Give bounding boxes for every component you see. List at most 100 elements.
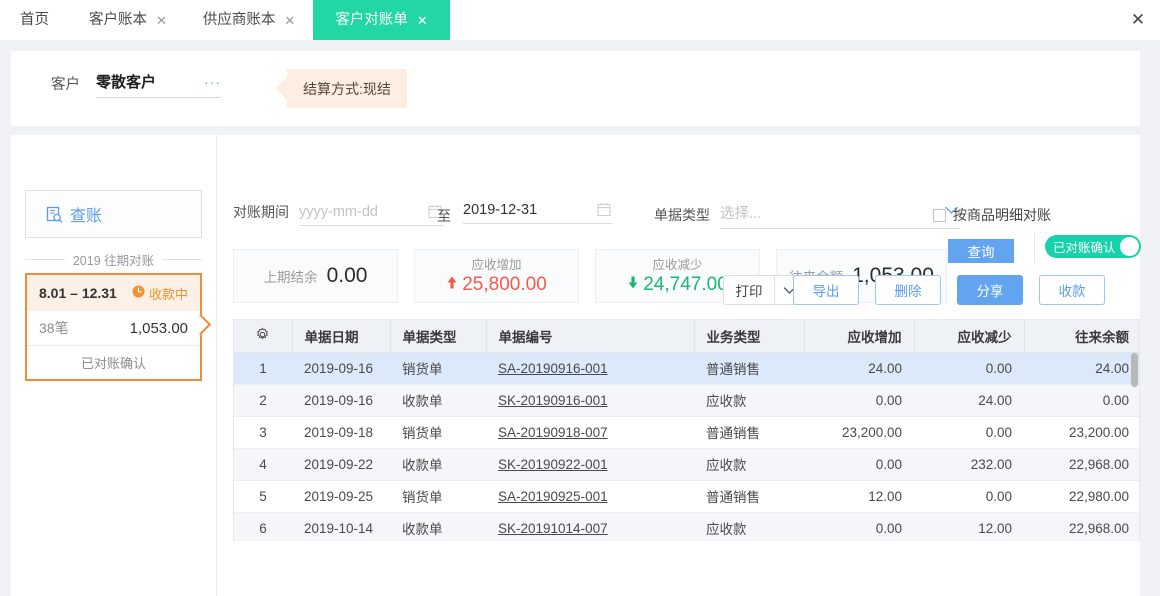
table-row[interactable]: 4 2019-09-22 收款单 SK-20190922-001 应收款 0.0… [234,448,1139,481]
column-header-bill-no[interactable]: 单据编号 [486,320,695,353]
customer-value: 零散客户 [96,74,157,91]
tab-close-icon[interactable]: ✕ [416,12,428,28]
query-button[interactable]: 查询 [948,239,1014,263]
column-header-increase[interactable]: 应收增加 [804,320,915,353]
row-bill-no-link[interactable]: SA-20190918-007 [486,416,694,449]
tab-customer-statement[interactable]: 客户对账单 ✕ [313,0,450,40]
bill-type-select[interactable]: 选择... [720,202,960,229]
column-header-biz-type[interactable]: 业务类型 [694,320,805,353]
row-biz-type: 普通销售 [694,352,804,385]
date-from-input[interactable]: yyyy-mm-dd [299,204,444,226]
tab-close-icon[interactable]: ✕ [284,12,296,28]
row-decrease: 0.00 [914,416,1024,449]
row-date: 2019-09-16 [292,352,390,385]
column-header-date[interactable]: 单据日期 [292,320,391,353]
row-increase: 12.00 [804,480,914,513]
past-period-divider: 2019 往期对账 [25,250,202,269]
check-account-button[interactable]: 查账 [25,190,202,238]
ledger-search-icon [46,206,63,223]
scrollbar-thumb[interactable] [1131,353,1138,387]
column-header-bill-type[interactable]: 单据类型 [390,320,487,353]
filter-bar: 对账期间 yyyy-mm-dd 至 [217,193,1140,233]
table-body: 1 2019-09-16 销货单 SA-20190916-001 普通销售 24… [234,352,1139,541]
tab-bar-spacer [450,0,1116,40]
table-row[interactable]: 3 2019-09-18 销货单 SA-20190918-007 普通销售 23… [234,416,1139,449]
tab-home[interactable]: 首页 [0,0,71,40]
row-balance: 23,200.00 [1024,416,1139,449]
row-bill-type: 销货单 [390,352,486,385]
reconcile-confirmed-toggle[interactable]: 已对账确认 [1045,235,1141,258]
row-biz-type: 普通销售 [694,416,804,449]
row-decrease: 232.00 [914,448,1024,481]
row-bill-type: 销货单 [390,480,486,513]
row-index: 2 [234,384,292,417]
column-settings-header[interactable] [234,320,293,353]
export-button[interactable]: 导出 [793,275,859,305]
summary-card-receivable-increase: 应收增加 25,800.00 [414,249,579,303]
row-bill-no-link[interactable]: SA-20190916-001 [486,352,694,385]
collect-payment-button[interactable]: 收款 [1039,275,1105,305]
divider-line-right [162,259,202,260]
row-balance: 22,968.00 [1024,512,1139,541]
row-increase: 0.00 [804,512,914,541]
column-header-balance[interactable]: 往来余额 [1024,320,1139,353]
date-to-input[interactable]: 2019-12-31 [463,202,613,224]
date-to-value: 2019-12-31 [463,202,538,218]
row-date: 2019-10-14 [292,512,390,541]
table-row[interactable]: 5 2019-09-25 销货单 SA-20190925-001 普通销售 12… [234,480,1139,513]
row-bill-type: 收款单 [390,384,486,417]
table-vertical-scrollbar[interactable] [1131,353,1138,535]
customer-more-icon[interactable]: ··· [204,74,221,90]
row-date: 2019-09-22 [292,448,390,481]
row-bill-no-link[interactable]: SK-20191014-007 [486,512,694,541]
window-close-icon[interactable]: ✕ [1130,10,1146,29]
row-biz-type: 应收款 [694,448,804,481]
customer-selector-row: 客户 零散客户 ··· [51,71,221,98]
print-button[interactable]: 打印 [735,284,763,299]
row-bill-no-link[interactable]: SK-20190922-001 [486,448,694,481]
row-biz-type: 普通销售 [694,480,804,513]
page-body: 客户 零散客户 ··· 结算方式:现结 [0,40,1160,596]
period-amount: 1,053.00 [129,319,188,337]
summary-caption: 上期结余 [263,270,318,285]
customer-select[interactable]: 零散客户 ··· [96,71,221,98]
table-row[interactable]: 2 2019-09-16 收款单 SK-20190916-001 应收款 0.0… [234,384,1139,417]
table-header-row: 单据日期 单据类型 单据编号 业务类型 应收增加 应收减少 往来余额 [234,320,1139,353]
checkbox-box-icon[interactable] [933,208,946,222]
table-head: 单据日期 单据类型 单据编号 业务类型 应收增加 应收减少 往来余额 [234,320,1139,353]
delete-button[interactable]: 删除 [875,275,941,305]
chevron-down-icon[interactable] [774,276,804,304]
period-confirm-text: 已对账确认 [80,356,146,371]
period-summary-card[interactable]: 8.01 – 12.31 收款中 38笔 [25,273,202,381]
tab-supplier-ledger[interactable]: 供应商账本 ✕ [185,0,313,40]
calendar-icon[interactable] [428,204,442,224]
row-increase: 23,200.00 [804,416,914,449]
row-bill-no-link[interactable]: SA-20190925-001 [486,480,694,513]
settings-gear-icon[interactable] [255,327,270,345]
statement-period-label: 对账期间 [233,204,289,220]
row-decrease: 12.00 [914,512,1024,541]
tab-close-icon[interactable]: ✕ [156,12,167,28]
row-bill-no-link[interactable]: SK-20190916-001 [486,384,694,417]
row-decrease: 24.00 [914,384,1024,417]
left-panel: 查账 2019 往期对账 8.01 – 12.31 [11,135,216,596]
summary-value: 24,747.00 [643,273,728,295]
row-balance: 24.00 [1024,352,1139,385]
clock-icon [132,285,145,301]
table-row[interactable]: 1 2019-09-16 销货单 SA-20190916-001 普通销售 24… [234,352,1139,385]
calendar-icon[interactable] [597,202,611,222]
toggle-knob[interactable] [1120,237,1139,256]
chevron-down-icon[interactable] [943,203,960,221]
statement-period-group: 对账期间 yyyy-mm-dd [233,202,444,226]
row-decrease: 0.00 [914,352,1024,385]
table-row[interactable]: 6 2019-10-14 收款单 SK-20191014-007 应收款 0.0… [234,512,1139,541]
query-toggle-divider [1034,233,1035,263]
detail-reconcile-checkbox[interactable]: 按商品明细对账 [933,205,1051,225]
column-header-decrease[interactable]: 应收减少 [914,320,1025,353]
tab-customer-ledger[interactable]: 客户账本 ✕ [71,0,185,40]
period-status-badge: 收款中 [132,284,188,303]
print-button-group[interactable]: 打印 [723,275,805,305]
row-balance: 22,968.00 [1024,448,1139,481]
share-button[interactable]: 分享 [957,275,1023,305]
